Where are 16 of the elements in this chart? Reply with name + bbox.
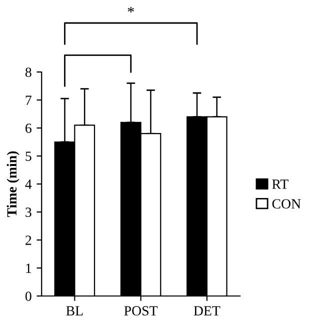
y-tick-label: 7 [26, 96, 32, 105]
x-tick-label: BL [66, 306, 83, 316]
y-tick-label: 3 [26, 208, 32, 217]
y-tick-label: 1 [26, 264, 32, 273]
legend-label: RT [272, 180, 288, 189]
y-tick-label: 5 [26, 152, 32, 161]
legend-label: CON [272, 199, 301, 209]
y-tick-label: 8 [25, 68, 32, 77]
text: * [128, 6, 134, 13]
y-tick-label: 6 [26, 124, 32, 133]
y-tick-label: 4 [25, 180, 32, 189]
y-tick-label: 2 [26, 236, 32, 245]
x-tick-label: DET [194, 306, 220, 316]
y-axis-title: Time (min) [6, 151, 20, 218]
x-tick-label: POST [124, 306, 158, 316]
y-tick-label: 0 [25, 292, 32, 301]
